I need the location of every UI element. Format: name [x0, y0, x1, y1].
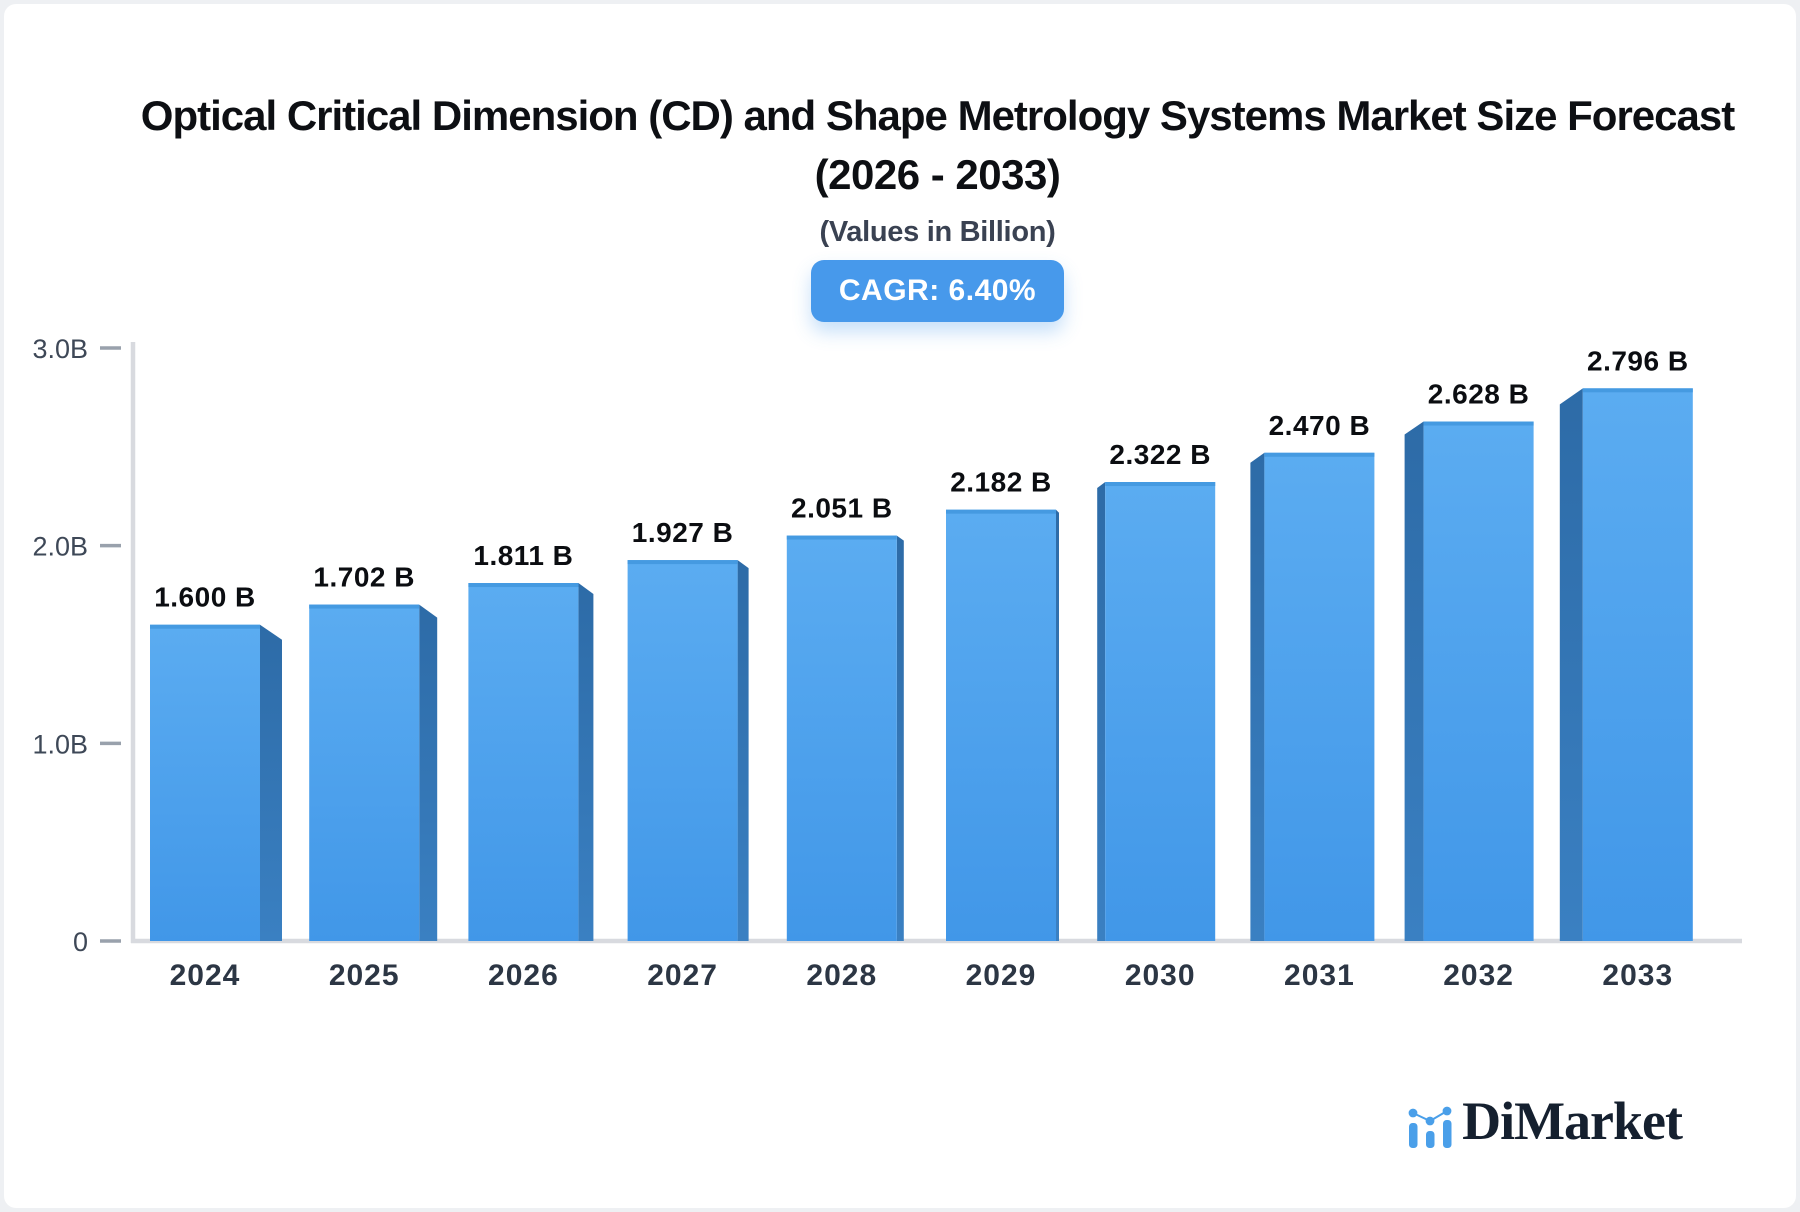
bar-2031: [1250, 452, 1375, 941]
bar-value-label: 1.927 B: [632, 517, 734, 548]
dimarket-logo-icon: [1408, 1106, 1452, 1148]
bar-2024: [150, 624, 282, 941]
bar-side-face: [260, 624, 282, 941]
bar-front-face: [627, 560, 738, 941]
x-axis-label: 2033: [1602, 959, 1673, 992]
bar-side-face: [1250, 452, 1265, 941]
bar-value-label: 2.628 B: [1428, 379, 1530, 410]
bar-side-face: [1559, 388, 1583, 942]
bar-front-face: [1264, 452, 1375, 941]
y-tick-label: 2.0B: [32, 532, 88, 562]
dimarket-logo-text: DiMarket: [1462, 1091, 1683, 1151]
bar-2033: [1559, 388, 1693, 942]
bar-top-edge: [786, 535, 897, 540]
dimarket-logo[interactable]: DiMarket: [1408, 1090, 1683, 1151]
chart-header: Optical Critical Dimension (CD) and Shap…: [75, 86, 1800, 322]
bar-top-edge: [150, 624, 260, 629]
x-axis-label: 2025: [329, 959, 400, 992]
bar-2026: [468, 583, 594, 941]
bar-value-label: 2.322 B: [1109, 439, 1211, 470]
bar-2029: [946, 509, 1059, 941]
bar-2025: [309, 604, 438, 941]
bar-side-face: [419, 604, 438, 941]
x-axis-label: 2029: [966, 959, 1037, 992]
bar-2028: [786, 535, 904, 941]
bar-top-edge: [627, 560, 738, 565]
bar-value-label: 1.702 B: [313, 562, 415, 593]
x-axis-label: 2024: [170, 959, 241, 992]
bar-front-face: [786, 535, 897, 941]
bar-front-face: [946, 509, 1056, 941]
bar-front-face: [1105, 482, 1216, 941]
bar-front-face: [1582, 388, 1693, 942]
bar-side-face: [896, 535, 904, 941]
x-axis-label: 2027: [647, 959, 718, 992]
bar-top-edge: [468, 583, 579, 588]
chart-title: Optical Critical Dimension (CD) and Shap…: [140, 92, 1735, 139]
bar-value-label: 2.182 B: [950, 467, 1052, 498]
bar-value-label: 2.051 B: [791, 493, 893, 524]
bar-2030: [1097, 482, 1216, 941]
bar-value-label: 1.600 B: [154, 582, 256, 613]
bar-top-edge: [1105, 482, 1216, 487]
bar-side-face: [1056, 509, 1059, 941]
bar-top-edge: [1582, 388, 1693, 393]
bar-top-edge: [1264, 452, 1375, 457]
x-axis-label: 2030: [1125, 959, 1196, 992]
bar-2032: [1404, 421, 1534, 942]
bar-side-face: [578, 583, 594, 941]
chart-subtitle: (Values in Billion): [819, 216, 1056, 248]
x-axis-label: 2031: [1284, 959, 1355, 992]
x-axis-label: 2026: [488, 959, 559, 992]
bar-side-face: [1404, 421, 1424, 942]
bar-top-edge: [946, 509, 1056, 514]
bar-front-face: [150, 624, 260, 941]
bar-front-face: [468, 583, 579, 941]
bar-value-label: 1.811 B: [473, 540, 573, 571]
bar-front-face: [1423, 421, 1534, 942]
bar-2027: [627, 560, 749, 941]
chart-title-range: (2026 - 2033): [814, 151, 1061, 198]
bar-front-face: [309, 604, 420, 941]
bar-value-label: 2.796 B: [1587, 345, 1689, 376]
bar-value-label: 2.470 B: [1269, 410, 1371, 441]
y-tick-label: 1.0B: [32, 729, 88, 759]
y-tick-label: 0: [73, 927, 88, 957]
cagr-badge: CAGR: 6.40%: [810, 260, 1065, 322]
y-tick-label: 3.0B: [32, 334, 88, 364]
bar-side-face: [737, 560, 749, 941]
bar-side-face: [1097, 482, 1106, 941]
x-axis-label: 2028: [806, 959, 877, 992]
x-axis-label: 2032: [1443, 959, 1514, 992]
bar-top-edge: [309, 604, 420, 609]
bar-top-edge: [1423, 421, 1534, 426]
